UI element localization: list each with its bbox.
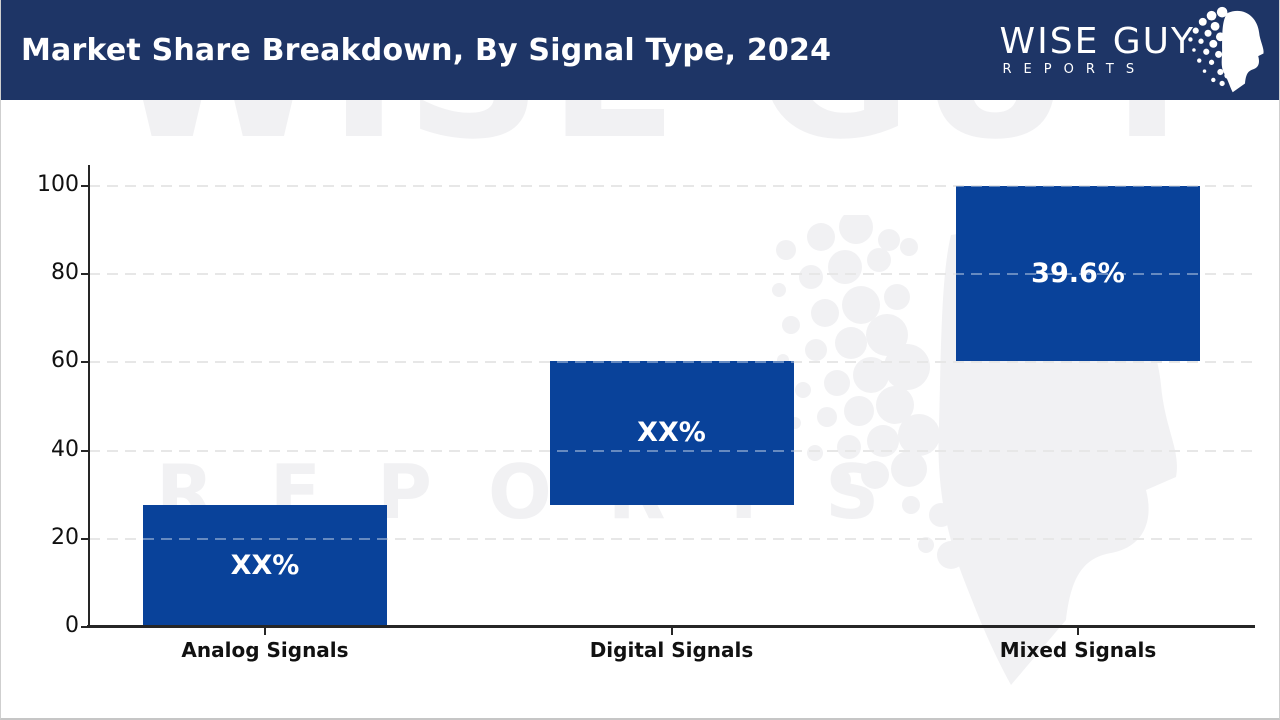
logo-wordmark: WISE GUY xyxy=(999,20,1195,62)
bar-value-label-mixed-signals: 39.6% xyxy=(1031,257,1125,289)
gridline-overlay-100 xyxy=(89,185,1254,188)
x-tick-digital-signals xyxy=(670,628,673,635)
page-title: Market Share Breakdown, By Signal Type, … xyxy=(21,32,832,68)
wiseguy-logo: WISE GUY REPORTS xyxy=(1000,6,1266,94)
x-tick-label-mixed-signals: Mixed Signals xyxy=(999,638,1157,662)
x-tick-mixed-signals xyxy=(1077,628,1079,635)
y-axis-line xyxy=(88,165,90,627)
gridline-80 xyxy=(89,273,1254,276)
y-tick-label-20: 20 xyxy=(51,524,79,550)
bar-analog-signals: XX% xyxy=(143,504,387,627)
y-tick-80 xyxy=(81,273,88,276)
y-tick-label-40: 40 xyxy=(51,436,79,462)
y-tick-label-80: 80 xyxy=(51,260,79,286)
gridline-overlay-60 xyxy=(89,361,1254,364)
y-tick-0 xyxy=(81,626,88,628)
gridline-100 xyxy=(89,185,1254,188)
bar-digital-signals: XX% xyxy=(549,360,794,505)
gridline-overlay-40 xyxy=(89,449,1254,452)
x-tick-label-digital-signals: Digital Signals xyxy=(589,638,754,662)
x-tick-analog-signals xyxy=(264,628,266,635)
gridline-20 xyxy=(89,537,1254,540)
x-tick-label-analog-signals: Analog Signals xyxy=(181,638,349,662)
bar-mixed-signals: 39.6% xyxy=(956,186,1200,361)
y-tick-60 xyxy=(81,361,88,364)
bar-value-label-digital-signals: XX% xyxy=(637,417,706,449)
bar-value-label-analog-signals: XX% xyxy=(230,550,300,582)
gridline-overlay-80 xyxy=(89,273,1254,276)
y-tick-40 xyxy=(81,449,88,452)
header-banner: Market Share Breakdown, By Signal Type, … xyxy=(1,0,1279,100)
gridline-overlay-20 xyxy=(89,537,1254,540)
y-tick-100 xyxy=(81,185,88,188)
logo-face-icon xyxy=(1188,6,1264,93)
logo-subtext: REPORTS xyxy=(1002,62,1147,78)
y-tick-label-60: 60 xyxy=(51,348,79,374)
x-axis-line xyxy=(87,625,1255,628)
y-tick-20 xyxy=(81,537,88,540)
y-tick-label-100: 100 xyxy=(37,172,79,198)
y-tick-label-0: 0 xyxy=(65,613,79,638)
logo-text: WISE GUY REPORTS xyxy=(999,20,1196,78)
